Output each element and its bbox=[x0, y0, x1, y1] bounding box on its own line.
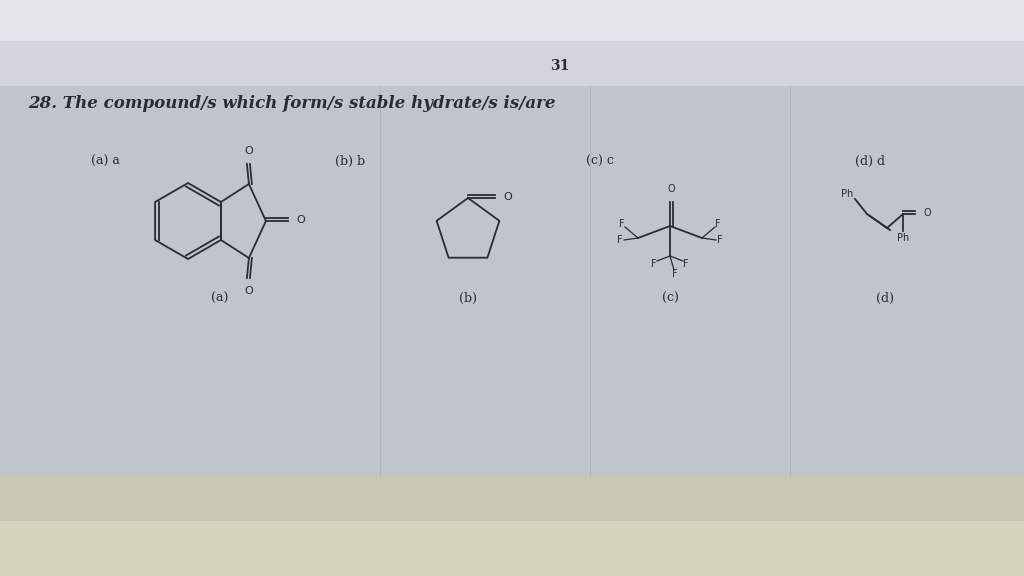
Text: F: F bbox=[672, 269, 678, 279]
Bar bbox=[0, 0, 1024, 41]
Bar bbox=[0, 86, 1024, 476]
Text: (d) d: (d) d bbox=[855, 154, 885, 168]
Bar bbox=[0, 41, 1024, 86]
Text: F: F bbox=[717, 235, 723, 245]
Text: O: O bbox=[668, 184, 675, 194]
Text: O: O bbox=[245, 146, 253, 156]
Text: O: O bbox=[296, 215, 305, 225]
Text: F: F bbox=[651, 259, 656, 269]
Text: 31: 31 bbox=[550, 59, 569, 73]
Bar bbox=[0, 476, 1024, 576]
Text: (a) a: (a) a bbox=[90, 154, 120, 168]
Text: O: O bbox=[503, 192, 512, 202]
Text: F: F bbox=[715, 219, 721, 229]
Text: F: F bbox=[617, 235, 623, 245]
Text: F: F bbox=[683, 259, 689, 269]
Text: (d): (d) bbox=[876, 291, 894, 305]
Text: F: F bbox=[620, 219, 625, 229]
Text: (c): (c) bbox=[662, 291, 679, 305]
Bar bbox=[0, 521, 1024, 576]
Text: (a): (a) bbox=[211, 291, 228, 305]
Text: 28. The compound/s which form/s stable hydrate/s is/are: 28. The compound/s which form/s stable h… bbox=[28, 96, 555, 112]
Text: O: O bbox=[923, 208, 931, 218]
Text: O: O bbox=[245, 286, 253, 296]
Text: (b) b: (b) b bbox=[335, 154, 366, 168]
Text: Ph: Ph bbox=[897, 233, 909, 243]
Text: (b): (b) bbox=[459, 291, 477, 305]
Text: (c) c: (c) c bbox=[586, 154, 614, 168]
Text: Ph: Ph bbox=[841, 189, 853, 199]
